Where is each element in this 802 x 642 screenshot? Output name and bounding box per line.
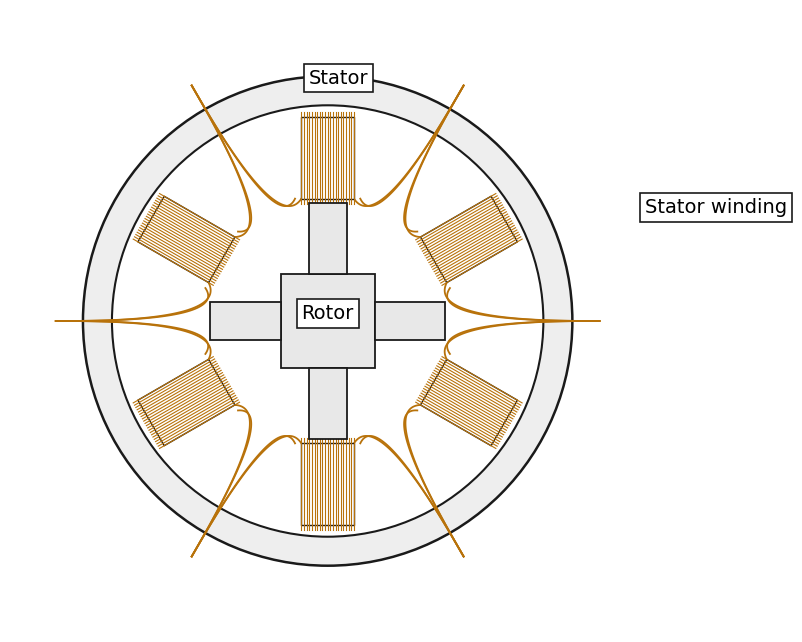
Polygon shape (420, 360, 517, 446)
Text: Rotor: Rotor (302, 304, 354, 324)
Bar (375, 302, 445, 340)
Circle shape (112, 105, 544, 537)
Polygon shape (138, 196, 235, 282)
Polygon shape (138, 360, 235, 446)
Text: Stator winding: Stator winding (645, 198, 787, 217)
Bar (210, 302, 281, 340)
Text: Stator: Stator (309, 69, 368, 87)
Bar (309, 203, 346, 274)
Polygon shape (302, 117, 354, 198)
Bar (281, 274, 375, 368)
Polygon shape (420, 196, 517, 282)
Bar (309, 368, 346, 439)
Polygon shape (302, 444, 354, 525)
Circle shape (83, 76, 573, 566)
